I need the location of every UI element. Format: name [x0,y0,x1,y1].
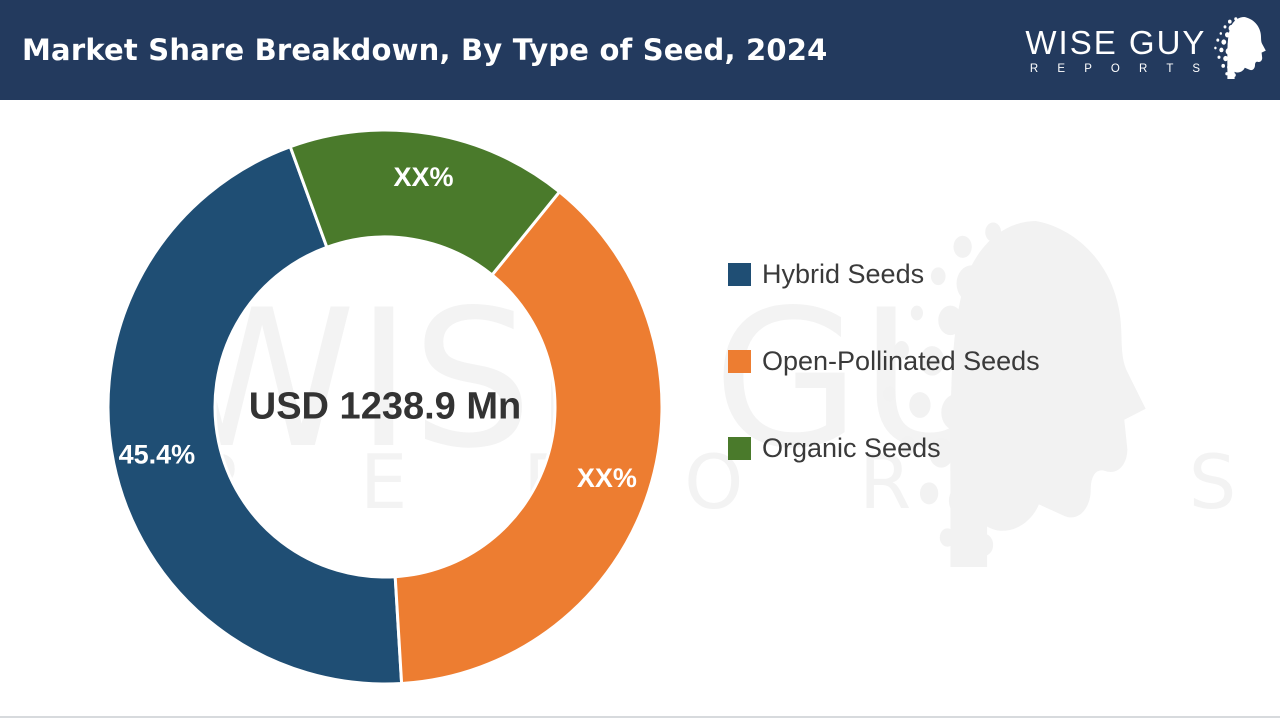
legend-swatch-open-pollinated-seeds [728,349,751,373]
donut-slice-0 [106,145,404,686]
wise-guy-reports-logo: WISE GUY R E P O R T S [1024,15,1270,86]
legend-label: Hybrid Seeds [762,258,925,289]
page-title: Market Share Breakdown, By Type of Seed,… [22,33,828,67]
donut-slice-label-2: XX% [394,162,454,192]
bottom-divider-line [0,716,1280,718]
donut-slice-label-1: XX% [577,463,637,493]
donut-slice-label-0: 45.4% [119,439,196,469]
legend-item-organic-seeds: Organic Seeds [728,432,1040,464]
logo-subtitle: R E P O R T S [1029,62,1208,75]
chart-area: WISE GUY R E P O R T S 45.4% XX% XX% USD 1… [0,100,1280,720]
donut-slice-2 [288,128,561,277]
donut-svg: 45.4% XX% XX% [106,128,664,686]
chart-center-value: USD 1238.9 Mn [248,385,522,428]
legend-swatch-organic-seeds [728,436,751,460]
dotted-head-icon [1210,15,1270,86]
chart-legend: Hybrid Seeds Open-Pollinated Seeds Organ… [728,258,1040,519]
donut-chart: 45.4% XX% XX% [105,127,665,687]
legend-label: Open-Pollinated Seeds [762,345,1040,376]
watermark-head-icon [862,210,1167,582]
legend-item-open-pollinated-seeds: Open-Pollinated Seeds [728,345,1040,377]
legend-item-hybrid-seeds: Hybrid Seeds [728,258,1040,290]
logo-text: WISE GUY R E P O R T S [1024,26,1208,75]
legend-swatch-hybrid-seeds [728,262,751,286]
legend-label: Organic Seeds [762,432,941,463]
header-bar: Market Share Breakdown, By Type of Seed,… [0,0,1280,100]
logo-wordmark: WISE GUY [1025,23,1207,61]
donut-slice-1 [393,190,664,686]
